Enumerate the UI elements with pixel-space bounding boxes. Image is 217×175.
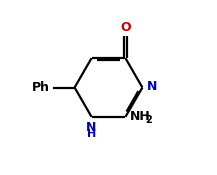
Text: H: H	[87, 129, 96, 139]
Text: 2: 2	[145, 115, 152, 125]
Text: NH: NH	[130, 110, 150, 123]
Text: O: O	[120, 21, 131, 34]
Text: N: N	[147, 80, 157, 93]
Text: Ph: Ph	[32, 81, 50, 94]
Text: N: N	[86, 121, 97, 134]
